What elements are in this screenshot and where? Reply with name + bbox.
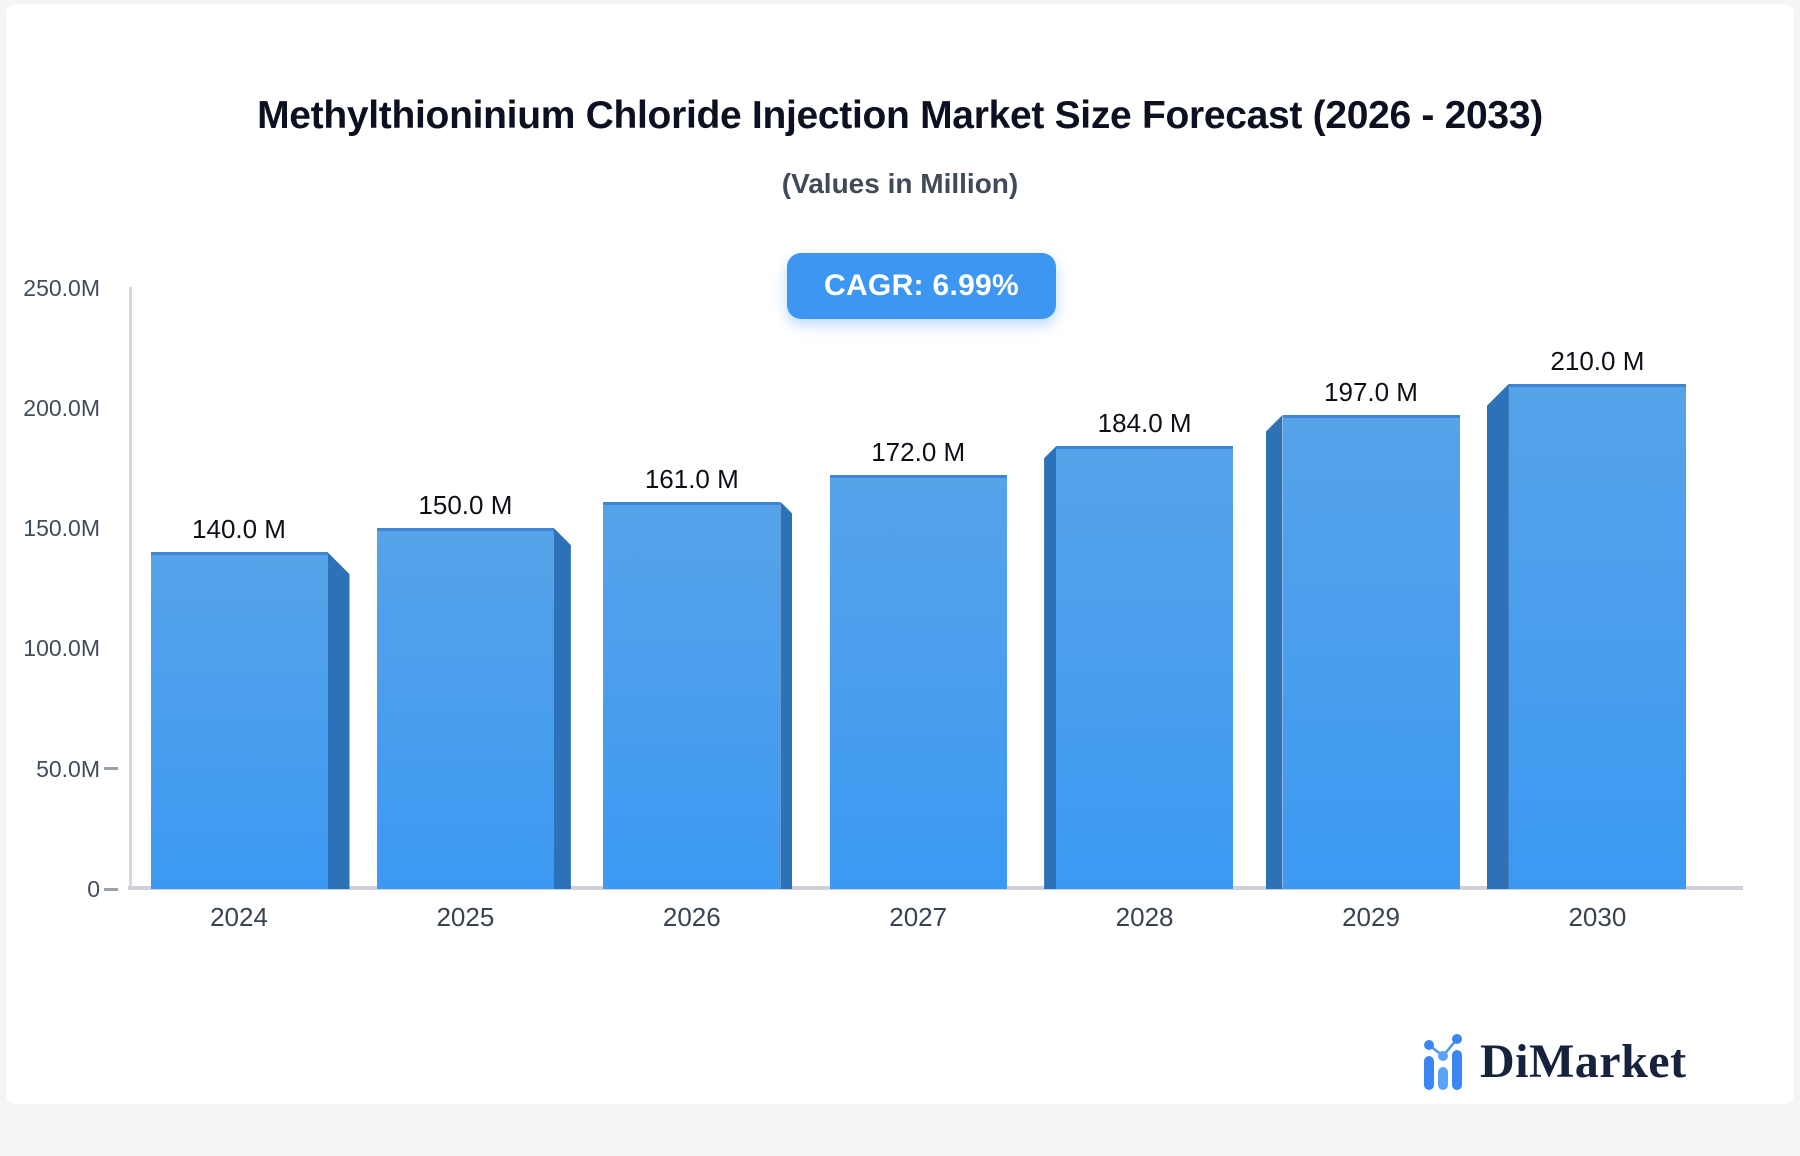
x-axis-tick-label: 2025 xyxy=(436,902,495,932)
bar-top-edge xyxy=(829,475,1007,479)
y-axis-tick-mark xyxy=(104,887,118,891)
x-axis-tick-label: 2029 xyxy=(1342,902,1400,932)
bar-value-label: 150.0 M xyxy=(418,490,513,521)
y-axis-tick-label: 250.0M xyxy=(23,274,100,301)
bar-2024[interactable] xyxy=(150,552,328,889)
bar-3d-side-2028 xyxy=(1044,446,1057,889)
bar-3d-side-2024 xyxy=(327,552,350,889)
bar-value-label: 140.0 M xyxy=(192,514,286,545)
bar-top-edge xyxy=(603,501,781,505)
bar-2028[interactable] xyxy=(1056,446,1234,889)
bar-3d-side-2029 xyxy=(1265,415,1283,889)
y-axis-tick-label: 150.0M xyxy=(23,515,100,542)
chart-subtitle: (Values in Million) xyxy=(781,168,1019,199)
bar-value-label: 161.0 M xyxy=(644,463,739,494)
bar-top-edge xyxy=(376,528,554,532)
bar-3d-side-2025 xyxy=(553,528,571,889)
bar-2029[interactable] xyxy=(1282,415,1460,889)
bar-2026[interactable] xyxy=(603,501,781,889)
x-axis-tick-label: 2027 xyxy=(889,902,948,932)
y-axis-tick-label: 0 xyxy=(87,876,100,902)
bar-2025[interactable] xyxy=(376,528,554,889)
y-axis-tick-label: 200.0M xyxy=(23,394,100,421)
bar-value-label: 184.0 M xyxy=(1097,408,1192,439)
bar-top-edge xyxy=(1508,383,1686,387)
chart-title: Methylthioninium Chloride Injection Mark… xyxy=(257,94,1543,137)
bar-top-edge xyxy=(1056,446,1234,450)
x-axis-tick-label: 2024 xyxy=(210,902,268,932)
x-axis-tick-label: 2028 xyxy=(1115,902,1174,932)
bar-3d-side-2026 xyxy=(780,501,793,889)
bar-chart-logo-icon xyxy=(1424,1034,1462,1090)
dimarket-logo-text: DiMarket xyxy=(1480,1035,1687,1088)
bar-2030[interactable] xyxy=(1508,383,1686,889)
bar-3d-side-2030 xyxy=(1486,383,1509,889)
bar-value-label: 172.0 M xyxy=(871,437,966,468)
cagr-badge: CAGR: 6.99% xyxy=(787,253,1057,319)
dimarket-logo: DiMarket xyxy=(1420,1032,1687,1090)
y-axis-tick-label: 50.0M xyxy=(36,755,100,782)
x-axis-tick-label: 2026 xyxy=(662,902,721,932)
y-axis-line xyxy=(129,287,132,889)
bar-value-label: 197.0 M xyxy=(1324,377,1418,408)
bar-value-label: 210.0 M xyxy=(1550,345,1645,376)
x-axis-tick-label: 2030 xyxy=(1568,902,1627,932)
bar-2027[interactable] xyxy=(829,475,1007,889)
bar-top-edge xyxy=(150,552,328,556)
y-axis-tick-mark xyxy=(104,767,118,771)
bar-top-edge xyxy=(1282,415,1460,419)
y-axis-tick-label: 100.0M xyxy=(23,635,100,662)
